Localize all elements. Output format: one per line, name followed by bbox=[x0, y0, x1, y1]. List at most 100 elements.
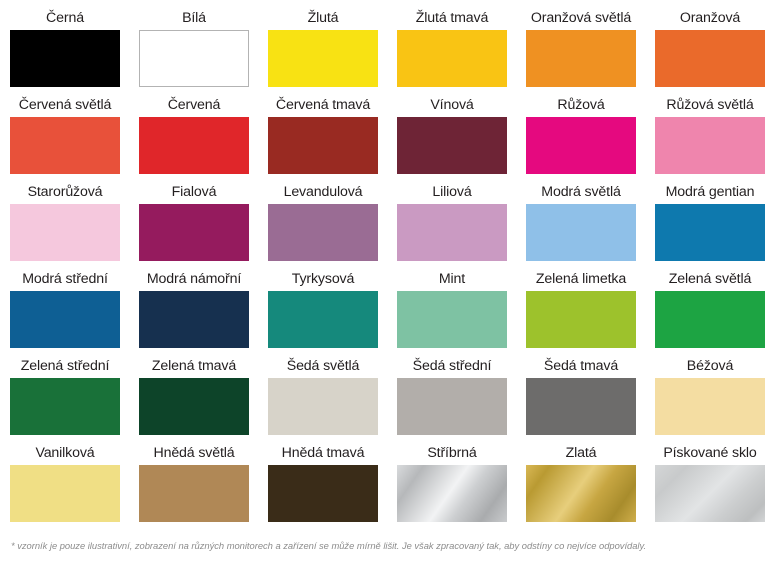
swatch-color[interactable] bbox=[655, 117, 765, 174]
swatch-color[interactable] bbox=[139, 291, 249, 348]
swatch-color[interactable] bbox=[139, 378, 249, 435]
swatch-cell[interactable]: Levandulová bbox=[268, 180, 378, 267]
swatch-color[interactable] bbox=[526, 204, 636, 261]
swatch-cell[interactable]: Šedá tmavá bbox=[526, 354, 636, 441]
swatch-cell[interactable]: Tyrkysová bbox=[268, 267, 378, 354]
swatch-cell[interactable]: Červená tmavá bbox=[268, 93, 378, 180]
swatch-cell[interactable]: Šedá střední bbox=[397, 354, 507, 441]
swatch-cell[interactable]: Liliová bbox=[397, 180, 507, 267]
swatch-label: Šedá tmavá bbox=[543, 358, 619, 374]
swatch-cell[interactable]: Fialová bbox=[139, 180, 249, 267]
swatch-color[interactable] bbox=[268, 30, 378, 87]
swatch-color[interactable] bbox=[139, 30, 249, 87]
swatch-cell[interactable]: Oranžová bbox=[655, 6, 765, 93]
swatch-cell[interactable]: Červená světlá bbox=[10, 93, 120, 180]
swatch-label: Červená bbox=[167, 97, 221, 113]
swatch-color[interactable] bbox=[655, 465, 765, 522]
swatch-label: Zlatá bbox=[565, 445, 597, 461]
swatch-label: Liliová bbox=[432, 184, 472, 200]
swatch-cell[interactable]: Červená bbox=[139, 93, 249, 180]
swatch-cell[interactable]: Hnědá světlá bbox=[139, 441, 249, 528]
swatch-label: Červená světlá bbox=[18, 97, 112, 113]
swatch-label: Hnědá tmavá bbox=[281, 445, 365, 461]
swatch-cell[interactable]: Vanilková bbox=[10, 441, 120, 528]
swatch-color[interactable] bbox=[10, 30, 120, 87]
swatch-cell[interactable]: Zelená světlá bbox=[655, 267, 765, 354]
swatch-color[interactable] bbox=[139, 204, 249, 261]
swatch-label: Stříbrná bbox=[427, 445, 477, 461]
swatch-cell[interactable]: Starorůžová bbox=[10, 180, 120, 267]
swatch-label: Pískované sklo bbox=[663, 445, 757, 461]
swatch-label: Béžová bbox=[686, 358, 734, 374]
swatch-cell[interactable]: Stříbrná bbox=[397, 441, 507, 528]
swatch-color[interactable] bbox=[655, 30, 765, 87]
swatch-cell[interactable]: Béžová bbox=[655, 354, 765, 441]
swatch-label: Růžová bbox=[557, 97, 605, 113]
swatch-cell[interactable]: Žlutá bbox=[268, 6, 378, 93]
swatch-cell[interactable]: Růžová světlá bbox=[655, 93, 765, 180]
swatch-color[interactable] bbox=[526, 291, 636, 348]
swatch-color[interactable] bbox=[139, 465, 249, 522]
swatch-color[interactable] bbox=[397, 117, 507, 174]
swatch-color[interactable] bbox=[268, 204, 378, 261]
swatch-color[interactable] bbox=[655, 291, 765, 348]
swatch-label: Hnědá světlá bbox=[153, 445, 235, 461]
swatch-color[interactable] bbox=[397, 291, 507, 348]
swatch-label: Vanilková bbox=[35, 445, 95, 461]
swatch-color[interactable] bbox=[655, 204, 765, 261]
swatch-color[interactable] bbox=[397, 30, 507, 87]
swatch-label: Žlutá tmavá bbox=[415, 10, 489, 26]
footnote-text: * vzorník je pouze ilustrativní, zobraze… bbox=[11, 540, 647, 551]
swatch-color[interactable] bbox=[10, 378, 120, 435]
swatch-color[interactable] bbox=[10, 291, 120, 348]
swatch-label: Červená tmavá bbox=[275, 97, 371, 113]
swatch-cell[interactable]: Bílá bbox=[139, 6, 249, 93]
swatch-label: Růžová světlá bbox=[666, 97, 754, 113]
swatch-label: Levandulová bbox=[283, 184, 363, 200]
swatch-color[interactable] bbox=[397, 204, 507, 261]
swatch-label: Zelená světlá bbox=[668, 271, 752, 287]
swatch-label: Fialová bbox=[171, 184, 217, 200]
swatch-color[interactable] bbox=[10, 465, 120, 522]
swatch-color[interactable] bbox=[10, 204, 120, 261]
swatch-label: Zelená tmavá bbox=[151, 358, 237, 374]
swatch-cell[interactable]: Modrá námořní bbox=[139, 267, 249, 354]
swatch-color[interactable] bbox=[10, 117, 120, 174]
swatch-color[interactable] bbox=[526, 378, 636, 435]
swatch-label: Bílá bbox=[182, 10, 206, 26]
swatch-label: Zelená střední bbox=[20, 358, 110, 374]
swatch-color[interactable] bbox=[268, 378, 378, 435]
swatch-cell[interactable]: Pískované sklo bbox=[655, 441, 765, 528]
swatch-label: Modrá gentian bbox=[665, 184, 755, 200]
swatch-color[interactable] bbox=[268, 117, 378, 174]
swatch-cell[interactable]: Zelená limetka bbox=[526, 267, 636, 354]
swatch-cell[interactable]: Šedá světlá bbox=[268, 354, 378, 441]
swatch-cell[interactable]: Vínová bbox=[397, 93, 507, 180]
swatch-color[interactable] bbox=[655, 378, 765, 435]
swatch-color[interactable] bbox=[268, 465, 378, 522]
swatch-cell[interactable]: Černá bbox=[10, 6, 120, 93]
swatch-cell[interactable]: Oranžová světlá bbox=[526, 6, 636, 93]
swatch-label: Vínová bbox=[430, 97, 474, 113]
swatch-label: Šedá střední bbox=[412, 358, 492, 374]
swatch-cell[interactable]: Růžová bbox=[526, 93, 636, 180]
swatch-color[interactable] bbox=[526, 465, 636, 522]
swatch-color[interactable] bbox=[526, 30, 636, 87]
swatch-color[interactable] bbox=[397, 378, 507, 435]
swatch-cell[interactable]: Žlutá tmavá bbox=[397, 6, 507, 93]
swatch-cell[interactable]: Modrá gentian bbox=[655, 180, 765, 267]
swatch-cell[interactable]: Zlatá bbox=[526, 441, 636, 528]
swatch-cell[interactable]: Hnědá tmavá bbox=[268, 441, 378, 528]
swatch-label: Mint bbox=[438, 271, 466, 287]
swatch-cell[interactable]: Modrá světlá bbox=[526, 180, 636, 267]
swatch-color[interactable] bbox=[139, 117, 249, 174]
swatch-label: Žlutá bbox=[307, 10, 339, 26]
swatch-color[interactable] bbox=[397, 465, 507, 522]
swatch-cell[interactable]: Zelená tmavá bbox=[139, 354, 249, 441]
swatch-color[interactable] bbox=[526, 117, 636, 174]
swatch-cell[interactable]: Mint bbox=[397, 267, 507, 354]
swatch-color[interactable] bbox=[268, 291, 378, 348]
swatch-cell[interactable]: Modrá střední bbox=[10, 267, 120, 354]
swatch-cell[interactable]: Zelená střední bbox=[10, 354, 120, 441]
